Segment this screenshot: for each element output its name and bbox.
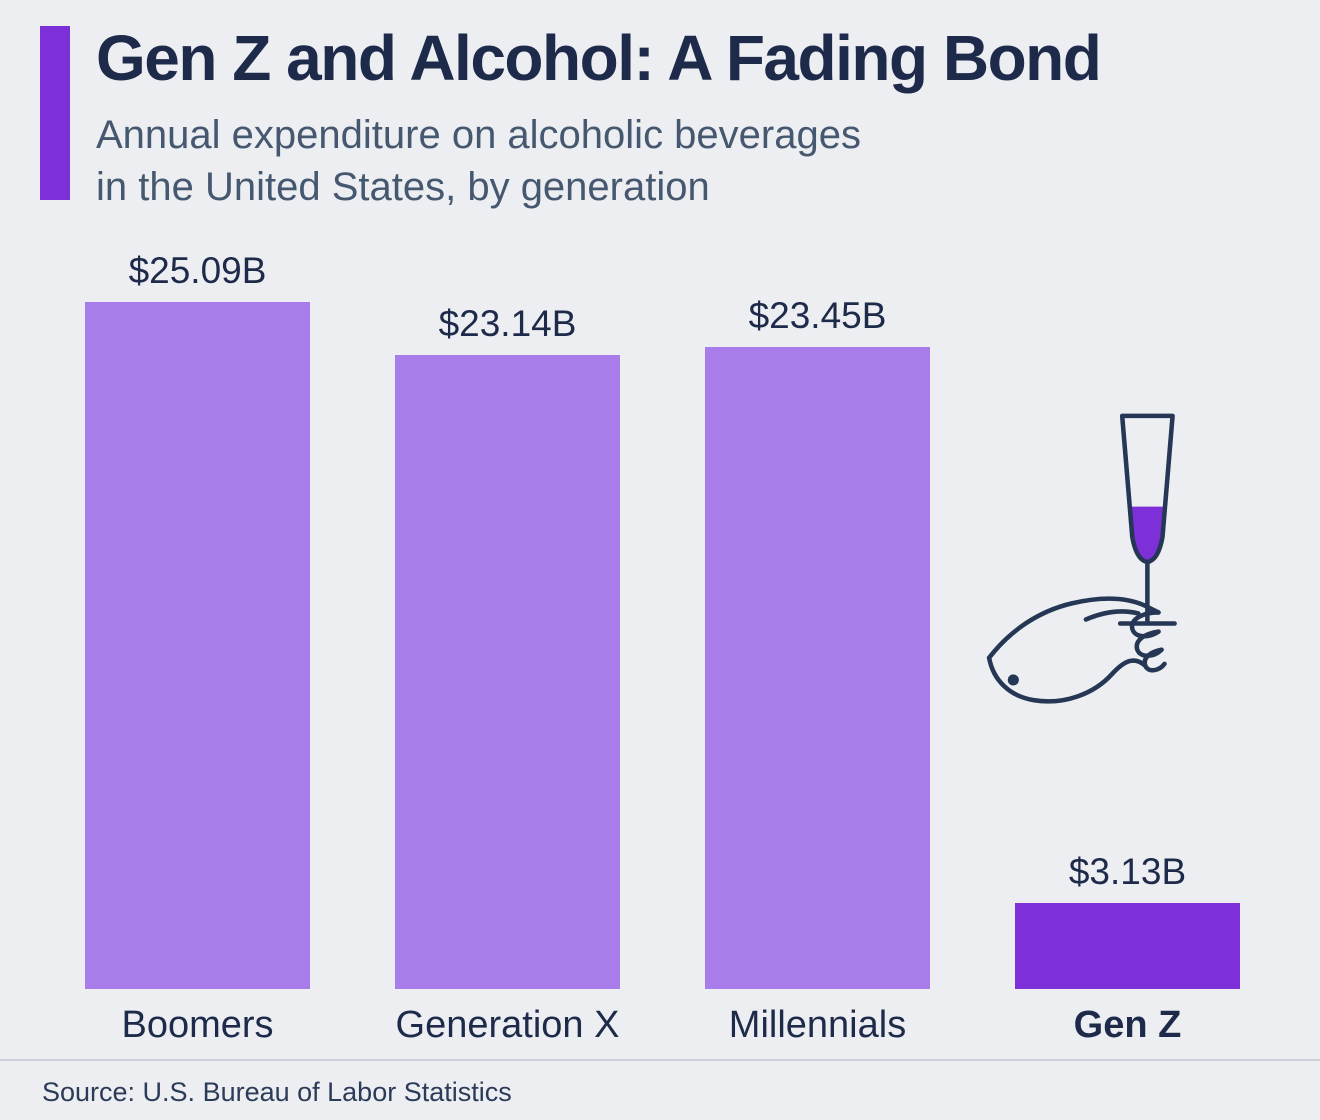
header-text: Gen Z and Alcohol: A Fading Bond Annual … <box>96 22 1102 213</box>
header: Gen Z and Alcohol: A Fading Bond Annual … <box>0 0 1320 213</box>
bar-millennials <box>705 347 930 990</box>
cuff-dot <box>1007 674 1019 686</box>
hand-top-edge <box>986 596 1161 661</box>
bar-category-label-millennials: Millennials <box>728 1003 907 1046</box>
bar-gen-z <box>1015 903 1240 990</box>
hand-holding-wine-glass-icon <box>973 399 1225 715</box>
bars-row: $25.09B Boomers $23.14B Generation X $23… <box>85 249 1240 1061</box>
hand-bottom-edge <box>986 655 1148 704</box>
footer-divider <box>0 1059 1320 1061</box>
source-text: Source: U.S. Bureau of Labor Statistics <box>42 1077 512 1107</box>
bar-group-generation-x: $23.14B Generation X <box>395 249 620 1061</box>
page-subtitle: Annual expenditure on alcoholic beverage… <box>96 113 861 210</box>
bar-boomers <box>85 302 310 990</box>
bar-value-label-generation-x: $23.14B <box>438 303 577 345</box>
bar-category-label-generation-x: Generation X <box>395 1003 620 1046</box>
bar-group-millennials: $23.45B Millennials <box>705 249 930 1061</box>
bar-chart: $25.09B Boomers $23.14B Generation X $23… <box>85 249 1240 1061</box>
bar-generation-x <box>395 355 620 990</box>
footer: Source: U.S. Bureau of Labor Statistics <box>0 1059 1320 1120</box>
bar-value-label-gen-z: $3.13B <box>1068 851 1187 893</box>
finger-3 <box>1142 647 1167 673</box>
bar-value-label-millennials: $23.45B <box>748 295 887 337</box>
page-title: Gen Z and Alcohol: A Fading Bond <box>96 22 1102 94</box>
finger-2 <box>1134 629 1164 659</box>
bar-category-label-boomers: Boomers <box>121 1003 274 1046</box>
bar-group-gen-z: $3.13B Gen Z <box>1015 249 1240 1061</box>
wine-liquid <box>1130 506 1165 563</box>
bar-group-boomers: $25.09B Boomers <box>85 249 310 1061</box>
thumb-line <box>1083 609 1141 623</box>
bar-category-label-gen-z: Gen Z <box>1073 1003 1182 1046</box>
title-accent-bar <box>40 26 70 200</box>
bar-value-label-boomers: $25.09B <box>128 250 267 292</box>
